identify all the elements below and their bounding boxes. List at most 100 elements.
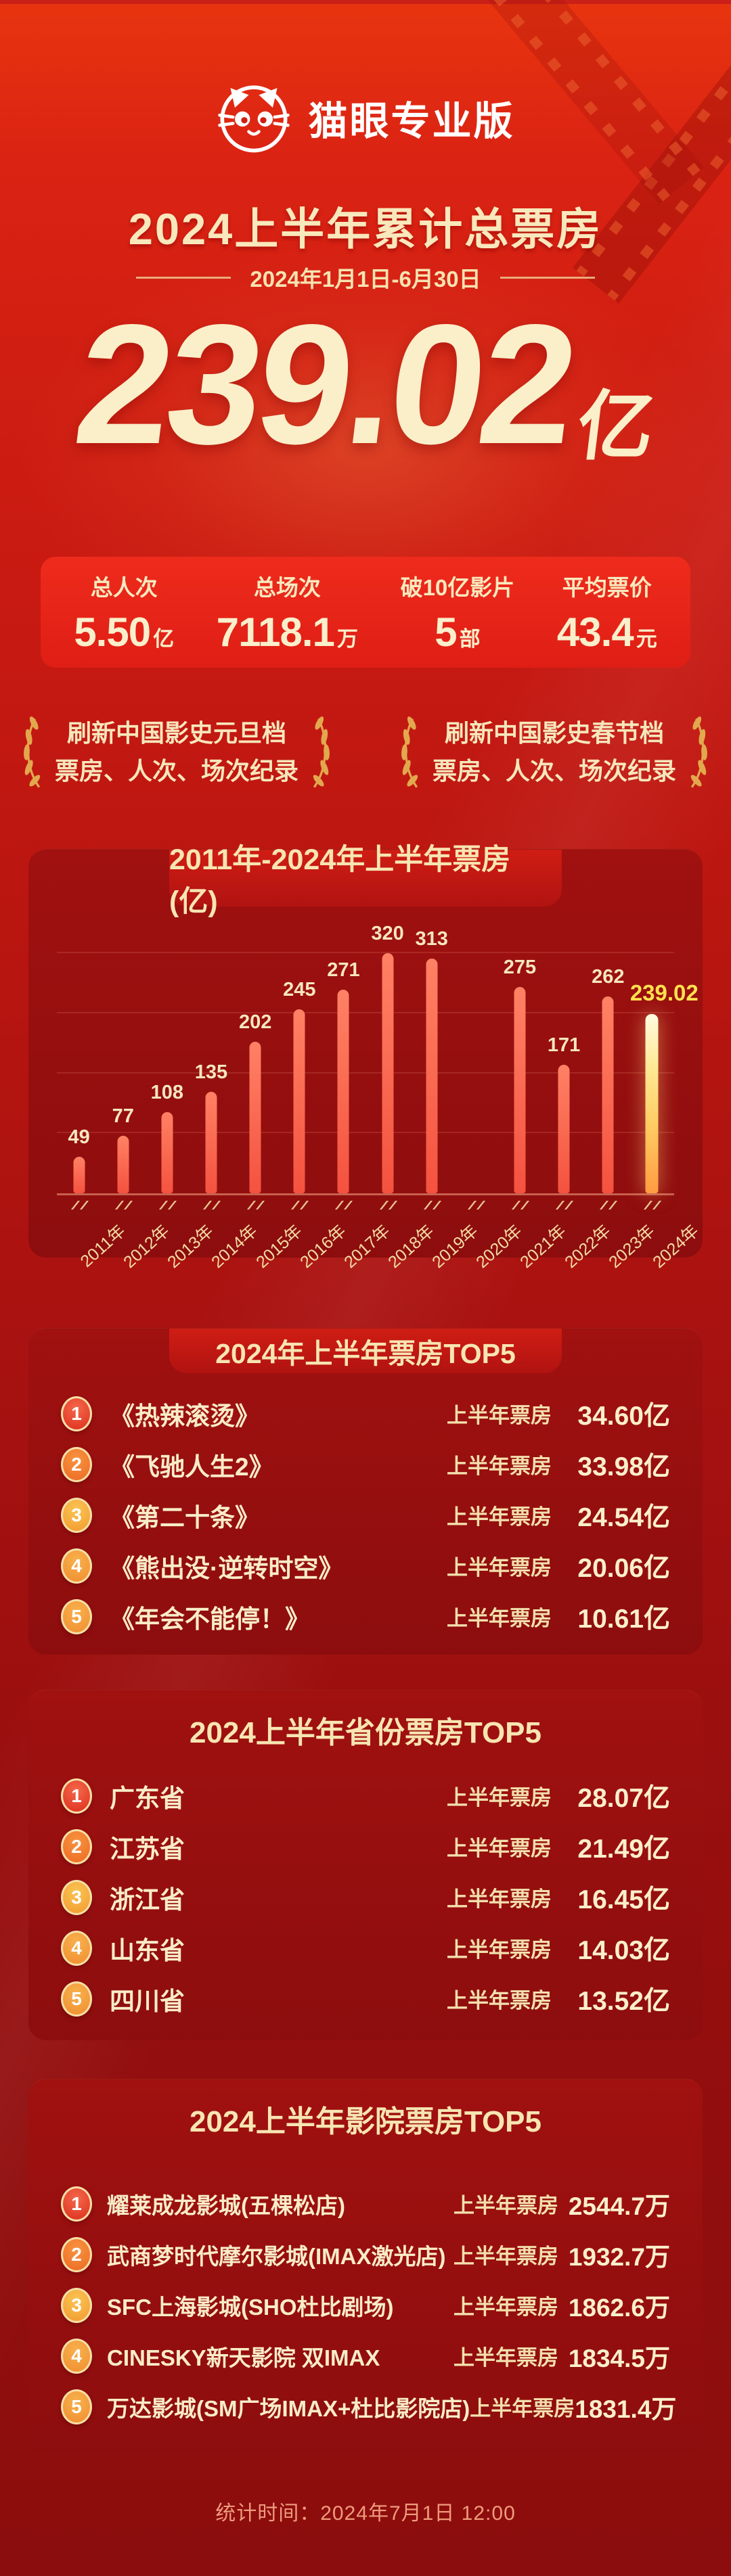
tick-icon	[600, 1201, 618, 1210]
rank-badge: 2	[61, 2236, 92, 2272]
x-slot: 2024年	[630, 1195, 703, 1272]
chart-slot: 245	[278, 953, 322, 1193]
metric-label: 上半年票房	[453, 2194, 558, 2217]
item-name: 浙江省	[110, 1885, 185, 1914]
metric-label: 上半年票房	[447, 1989, 552, 2013]
chart-slot: 313	[409, 928, 453, 1193]
metric-label: 上半年票房	[447, 1938, 552, 1962]
metric-label: 上半年票房	[453, 2346, 558, 2370]
bar	[426, 959, 438, 1193]
achievement-line2: 票房、人次、场次纪录	[54, 757, 298, 785]
item-name: 《年会不能停！》	[110, 1605, 310, 1633]
chart-slot: 262	[586, 953, 630, 1193]
bar	[161, 1112, 173, 1193]
bar-value: 245	[283, 979, 316, 1001]
bar-value: 77	[112, 1105, 134, 1127]
rank-row: 1 耀莱成龙影城(五棵松店) 上半年票房 2544.7万	[61, 2178, 670, 2229]
tick-icon	[556, 1201, 574, 1210]
chart-tab: 2011年-2024年上半年票房 (亿)	[169, 844, 562, 918]
stat-value: 7118.1 万	[217, 609, 358, 656]
bar	[293, 1009, 305, 1193]
rank-row: 4 《熊出没·逆转时空》 上半年票房 20.06亿	[61, 1540, 670, 1591]
bar-value: 320	[371, 923, 404, 944]
top-movies-title: 2024年上半年票房TOP5	[215, 1338, 516, 1369]
footer-note: 统计时间：2024年7月1日 12:00	[215, 2502, 516, 2525]
x-slot: 2022年	[542, 1195, 614, 1272]
rank-badge: 2	[61, 1828, 92, 1864]
x-slot: 2021年	[497, 1195, 570, 1272]
rank-row: 3 《第二十条》 上半年票房 24.54亿	[61, 1490, 670, 1540]
bar-value: 271	[327, 959, 360, 981]
metric-value: 1932.7万	[568, 2242, 670, 2271]
item-name: 山东省	[110, 1936, 185, 1964]
chart-slot: 239.02	[630, 953, 699, 1193]
chart-slot: 77	[101, 953, 145, 1193]
item-name: 《第二十条》	[110, 1503, 260, 1532]
rank-row: 1 广东省 上半年票房 28.07亿	[61, 1770, 670, 1821]
stat-label: 总场次	[253, 574, 321, 600]
top-provinces-panel: 2024上半年省份票房TOP5 1 广东省 上半年票房 28.07亿 2 江苏省 上半年票房…	[28, 1690, 703, 2040]
stat-item: 破10亿影片 5 部	[401, 570, 515, 656]
metric-value: 10.61亿	[577, 1604, 670, 1634]
metric-label: 上半年票房	[447, 1887, 552, 1911]
bar	[73, 1157, 85, 1193]
rank-badge: 4	[61, 1548, 92, 1584]
rank-row: 4 山东省 上半年票房 14.03亿	[61, 1923, 670, 1973]
item-name: CINESKY新天影院 双IMAX	[107, 2345, 380, 2370]
stat-number: 7118.1	[216, 609, 335, 655]
bar	[337, 990, 349, 1193]
chart-slot: 108	[145, 953, 189, 1193]
item-name: 四川省	[110, 1987, 185, 2015]
tick-icon	[202, 1201, 221, 1210]
date-line-right	[500, 276, 595, 279]
laurel-left-icon	[24, 716, 41, 788]
item-name: 《熊出没·逆转时空》	[110, 1554, 344, 1582]
x-slot: 2016年	[278, 1195, 349, 1272]
bar-value: 49	[68, 1126, 90, 1148]
x-slot: 2019年	[409, 1195, 482, 1272]
bar	[602, 996, 614, 1193]
rank-row: 3 SFC上海影城(SHO杜比剧场) 上半年票房 1862.6万	[61, 2280, 670, 2330]
top-provinces-rows: 1 广东省 上半年票房 28.07亿 2 江苏省 上半年票房 21.49亿 3 浙江省 上半年票房 1…	[28, 1751, 703, 2024]
hero-unit: 亿	[573, 384, 659, 469]
chart-slot: 202	[234, 953, 278, 1193]
bar	[382, 953, 394, 1193]
rank-row: 4 CINESKY新天影院 双IMAX 上半年票房 1834.5万	[61, 2330, 670, 2381]
stats-panel: 总人次 5.50 亿 总场次 7118.1 万 破10亿影片 5 部 平均票价 43.4 元	[41, 557, 690, 668]
rank-badge: 1	[61, 2186, 92, 2222]
chart-slot: 49	[57, 953, 101, 1193]
metric-value: 20.06亿	[577, 1553, 670, 1583]
metric-label: 上半年票房	[447, 1556, 552, 1580]
gridline	[57, 1011, 674, 1013]
chart-x-axis: 2011年 2012年 2013年 2014年 2015年 2016年 2017年 2018年…	[57, 1195, 703, 1272]
chart-slot: 275	[497, 953, 541, 1193]
stat-unit: 亿	[153, 626, 175, 651]
page-title: 2024上半年累计总票房	[128, 204, 603, 254]
bar	[249, 1042, 261, 1193]
x-slot: 2020年	[453, 1195, 526, 1272]
rank-row: 3 浙江省 上半年票房 16.45亿	[61, 1872, 670, 1923]
tick-icon	[247, 1201, 265, 1210]
metric-value: 24.54亿	[577, 1502, 670, 1532]
top-movies-panel: 2024年上半年票房TOP5 1 《热辣滚烫》 上半年票房 34.60亿 2 《飞驰人生2…	[28, 1328, 703, 1655]
metric-value: 1834.5万	[568, 2344, 670, 2372]
brand-name: 猫眼专业版	[308, 99, 515, 143]
bar-value: 108	[150, 1082, 184, 1103]
rank-badge: 2	[61, 1446, 92, 1482]
top-movies-rows: 1 《热辣滚烫》 上半年票房 34.60亿 2 《飞驰人生2》 上半年票房 33.98亿 3 《第…	[28, 1329, 703, 1642]
bar	[205, 1092, 217, 1193]
bar-value: 171	[547, 1034, 581, 1056]
rank-badge: 4	[61, 2338, 92, 2374]
x-slot: 2011年	[57, 1195, 129, 1271]
tick-icon	[379, 1201, 397, 1210]
chart-slot: 171	[542, 953, 586, 1193]
laurel-left-icon	[401, 716, 418, 788]
date-range-row: 2024年1月1日-6月30日	[0, 261, 731, 294]
rank-badge: 3	[61, 2287, 92, 2323]
achievement-line1: 刷新中国影史元旦档	[66, 719, 286, 748]
stat-label: 总人次	[90, 574, 158, 600]
hero-number: 239.02	[66, 290, 583, 480]
date-range: 2024年1月1日-6月30日	[250, 267, 481, 292]
tick-icon	[158, 1201, 177, 1210]
rank-badge: 3	[61, 1879, 92, 1915]
